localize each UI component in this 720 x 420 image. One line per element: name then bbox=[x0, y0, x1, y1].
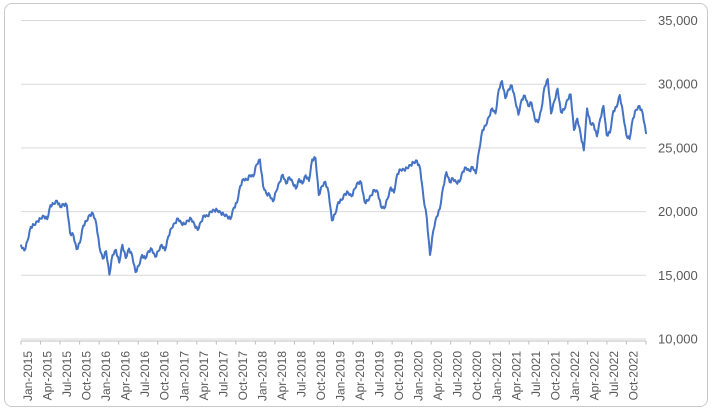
y-axis-tick-label: 10,000 bbox=[658, 332, 698, 347]
chart-frame bbox=[4, 3, 708, 407]
x-axis-tick-label: Jan-2020 bbox=[412, 351, 426, 401]
x-axis-labels: Jan-2015 Apr-2015 Jul-2015 Oct-2015 Jan-2016… bbox=[21, 351, 640, 401]
x-axis-tick-label: Jul-2018 bbox=[294, 351, 308, 397]
x-axis-tick-label: Jul-2021 bbox=[529, 351, 543, 397]
x-axis-tick-label: Jan-2018 bbox=[255, 351, 269, 401]
x-axis-tick-label: Apr-2019 bbox=[353, 351, 367, 401]
x-axis bbox=[20, 340, 647, 345]
x-axis-tick-label: Apr-2017 bbox=[197, 351, 211, 401]
x-axis-tick-label: Jan-2015 bbox=[21, 351, 35, 401]
x-axis-tick-label: Jan-2019 bbox=[334, 351, 348, 401]
x-axis-tick-label: Jan-2021 bbox=[490, 351, 504, 401]
x-axis-tick-label: Apr-2022 bbox=[587, 351, 601, 401]
x-axis-tick-label: Oct-2019 bbox=[392, 351, 406, 401]
series-line bbox=[20, 78, 647, 276]
x-axis-tick-label: Jan-2016 bbox=[99, 351, 113, 401]
x-axis-tick-label: Jan-2017 bbox=[177, 351, 191, 401]
x-axis-tick-label: Oct-2021 bbox=[548, 351, 562, 401]
x-axis-tick-label: Jul-2022 bbox=[607, 351, 621, 397]
x-axis-tick-label: Apr-2015 bbox=[41, 351, 55, 401]
x-axis-tick-label: Jul-2019 bbox=[373, 351, 387, 397]
x-axis-tick-label: Apr-2018 bbox=[275, 351, 289, 401]
x-axis-tick-label: Oct-2020 bbox=[470, 351, 484, 401]
x-axis-tick-label: Jul-2015 bbox=[60, 351, 74, 397]
x-axis-tick-label: Apr-2021 bbox=[509, 351, 523, 401]
y-axis-tick-label: 15,000 bbox=[658, 268, 698, 283]
x-axis-tick-label: Jul-2020 bbox=[451, 351, 465, 397]
x-axis-tick-label: Oct-2017 bbox=[236, 351, 250, 401]
x-axis-tick-label: Oct-2015 bbox=[80, 351, 94, 401]
gridlines bbox=[21, 20, 646, 340]
x-axis-tick-label: Oct-2016 bbox=[158, 351, 172, 401]
y-axis-tick-label: 35,000 bbox=[658, 13, 698, 28]
x-axis-tick-label: Jul-2016 bbox=[138, 351, 152, 397]
x-axis-tick-label: Oct-2022 bbox=[626, 351, 640, 401]
y-axis-tick-label: 20,000 bbox=[658, 204, 698, 219]
x-axis-tick-label: Jul-2017 bbox=[216, 351, 230, 397]
x-axis-tick-label: Apr-2016 bbox=[119, 351, 133, 401]
x-axis-tick-label: Jan-2022 bbox=[568, 351, 582, 401]
y-axis-tick-label: 25,000 bbox=[658, 140, 698, 155]
y-axis-labels: 10,000 15,000 20,000 25,000 30,000 35,000 bbox=[658, 13, 698, 347]
x-axis-tick-label: Apr-2020 bbox=[431, 351, 445, 401]
x-axis-tick-label: Oct-2018 bbox=[314, 351, 328, 401]
y-axis-tick-label: 30,000 bbox=[658, 77, 698, 92]
